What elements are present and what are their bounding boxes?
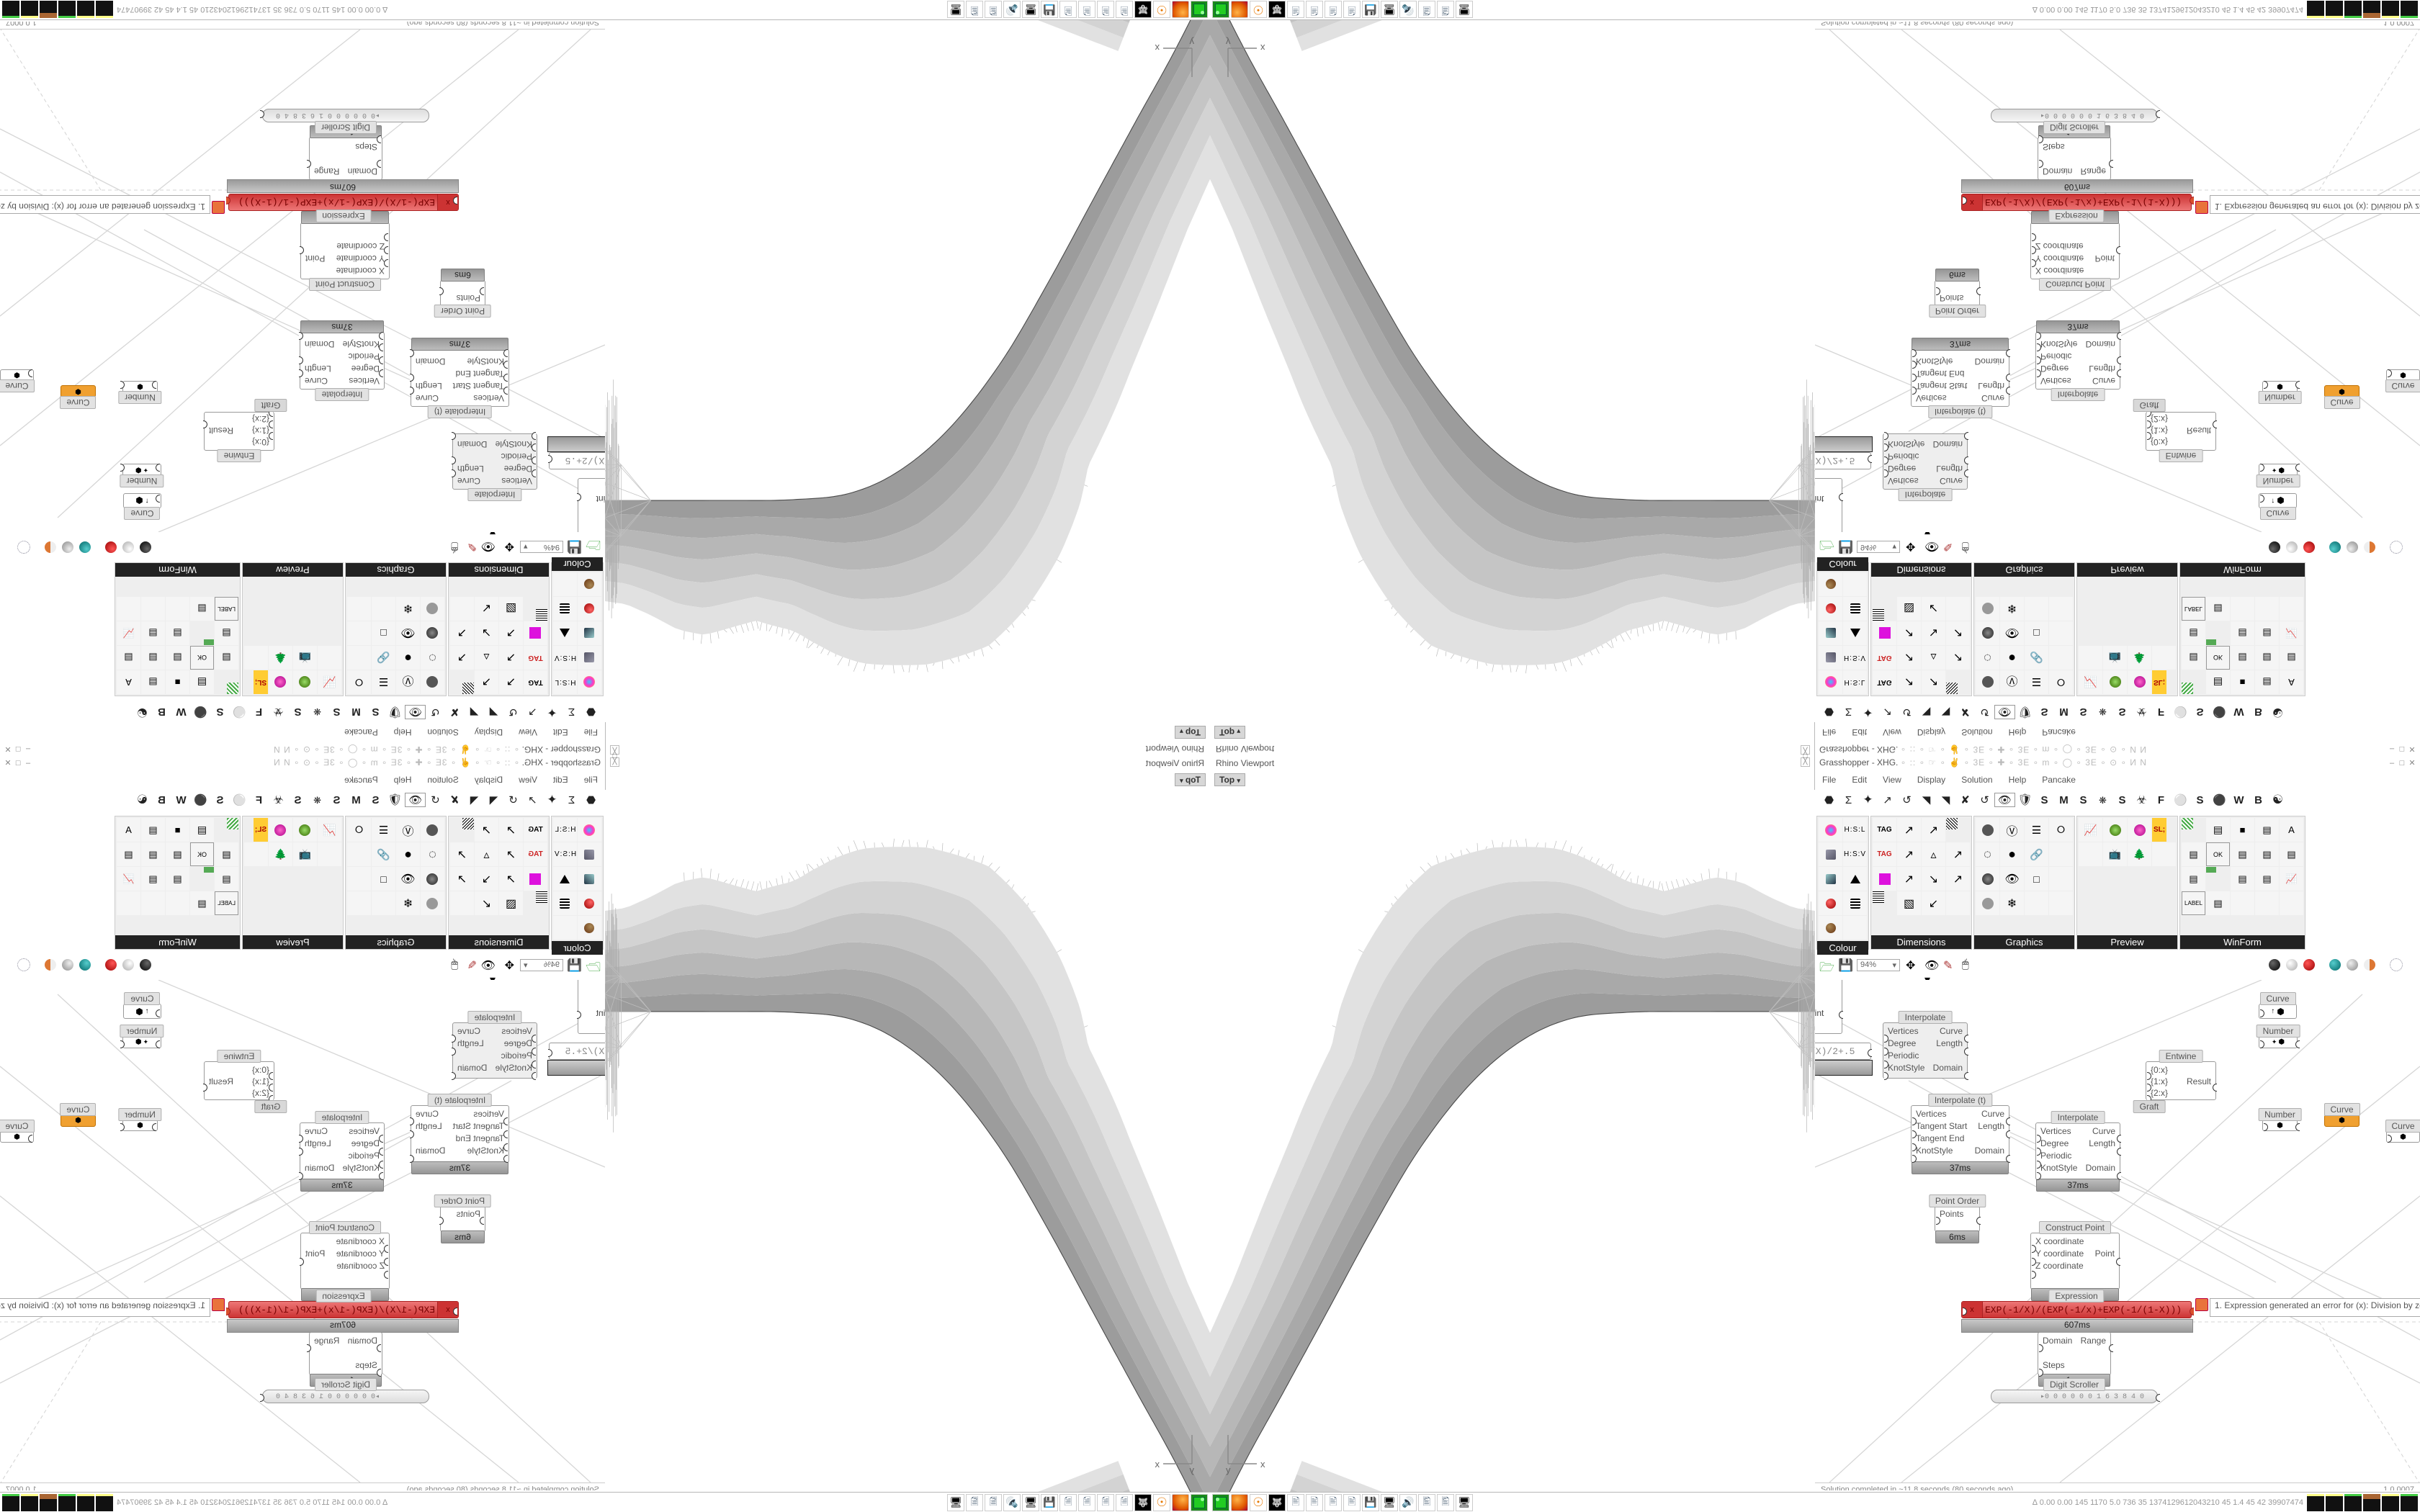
svg-text:y: y bbox=[1189, 1464, 1194, 1475]
svg-text:y: y bbox=[1226, 1464, 1231, 1475]
svg-text:x: x bbox=[1155, 1459, 1160, 1470]
svg-text:y: y bbox=[1189, 37, 1194, 48]
svg-text:x: x bbox=[1260, 42, 1265, 53]
svg-text:x: x bbox=[1155, 42, 1160, 53]
svg-text:y: y bbox=[1226, 37, 1231, 48]
svg-text:x: x bbox=[1260, 1459, 1265, 1470]
